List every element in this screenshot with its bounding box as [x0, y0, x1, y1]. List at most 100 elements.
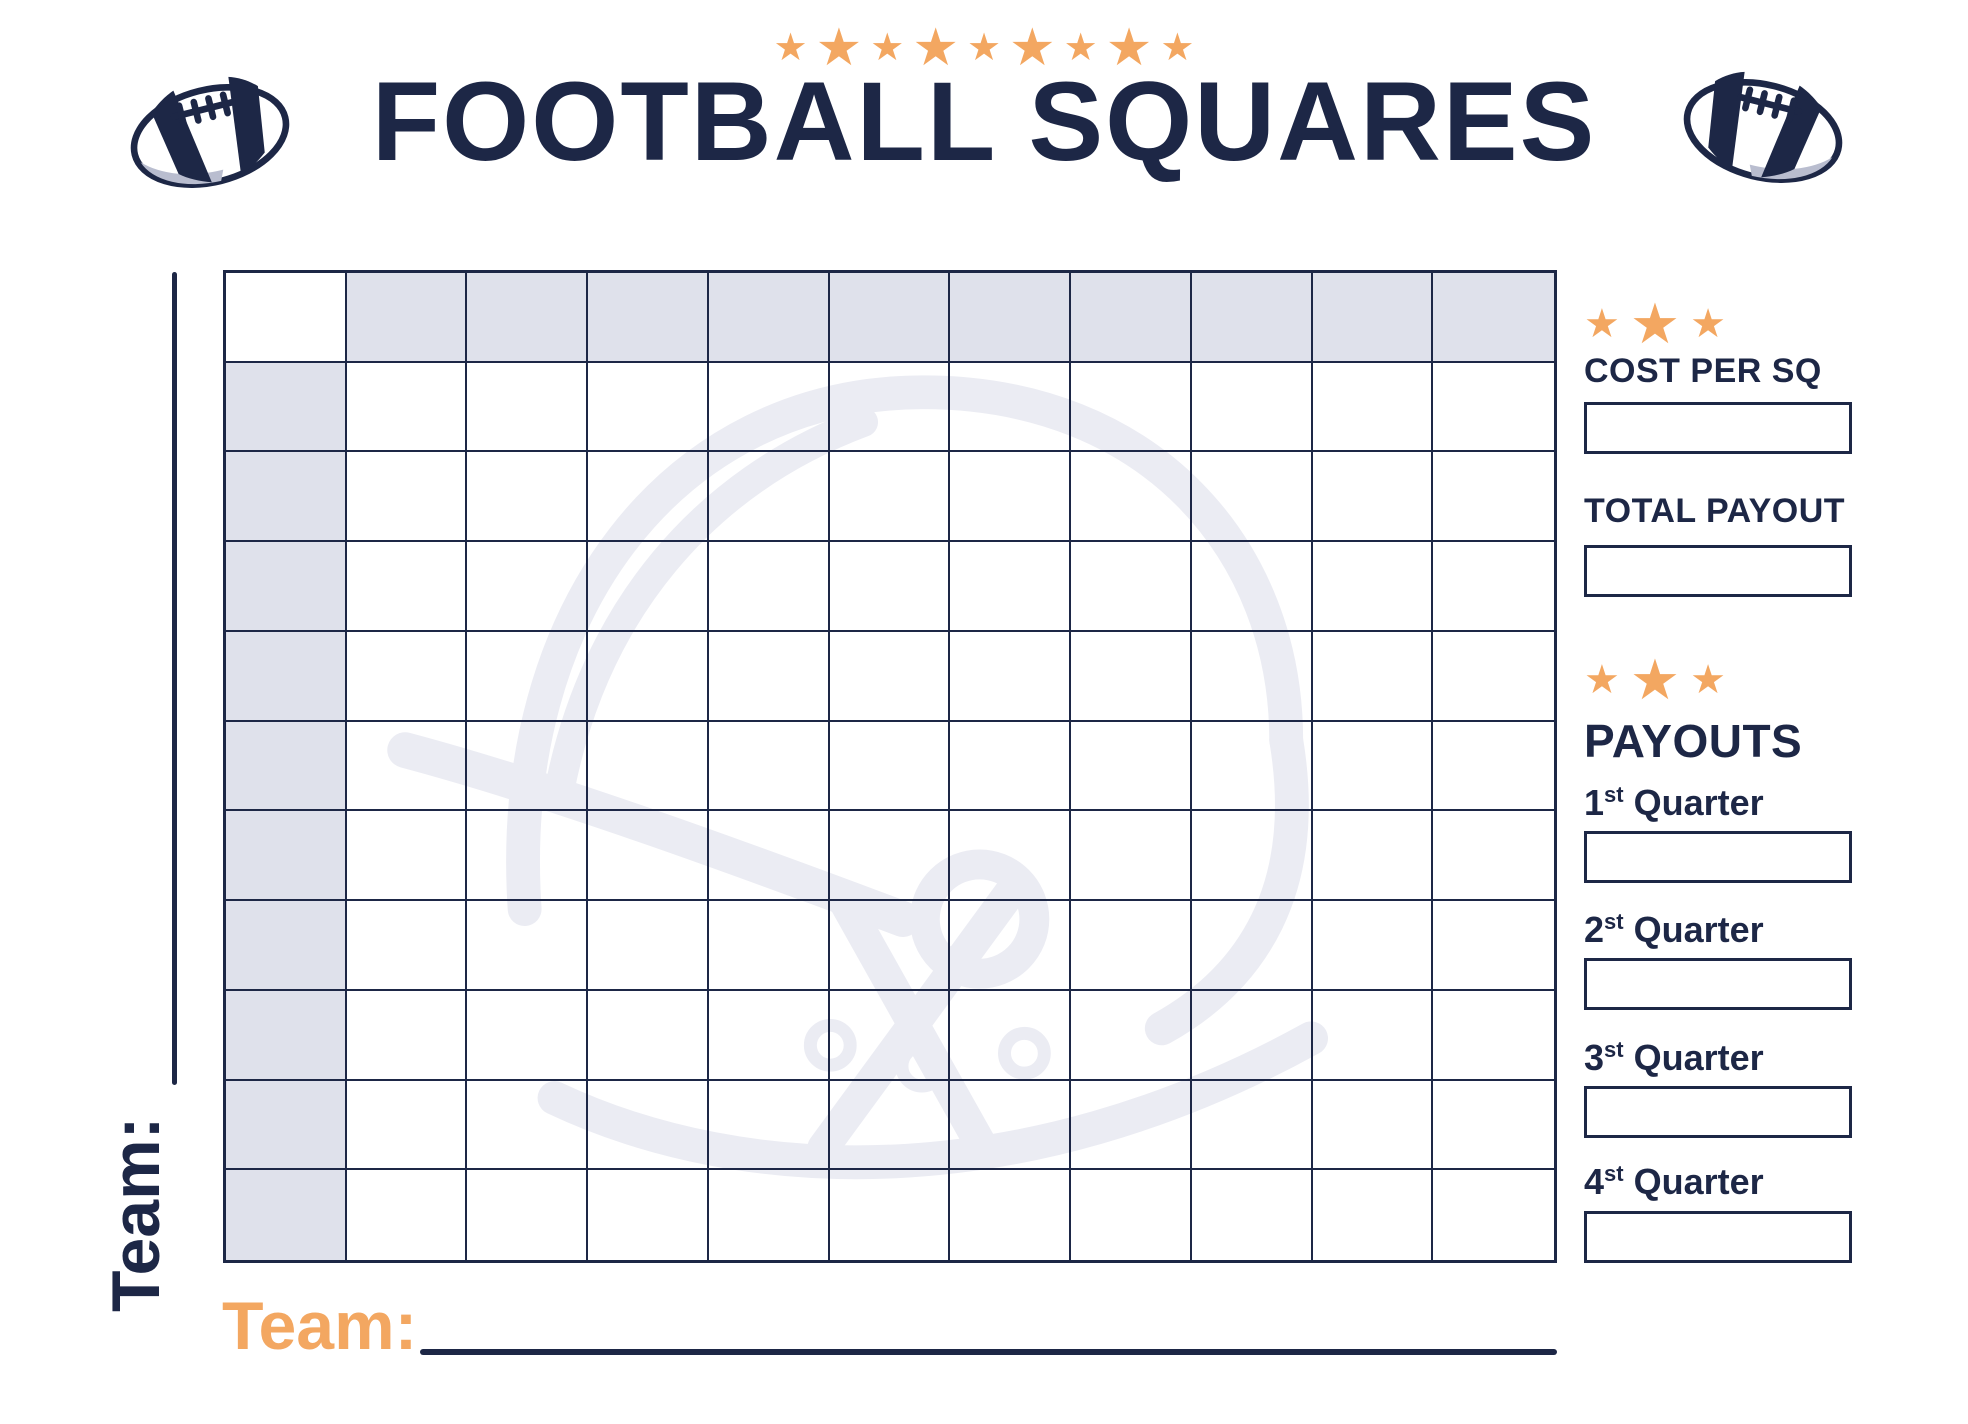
grid-cell[interactable] [346, 452, 468, 543]
grid-cell[interactable] [950, 811, 1072, 902]
grid-cell[interactable] [1071, 990, 1192, 1081]
grid-header-cell-col[interactable] [1312, 273, 1434, 363]
grid-cell[interactable] [588, 542, 709, 632]
grid-cell[interactable] [1191, 362, 1313, 453]
grid-header-cell-row[interactable] [226, 452, 347, 543]
grid-cell[interactable] [829, 901, 951, 991]
grid-cell[interactable] [1312, 990, 1434, 1081]
grid-cell[interactable] [950, 721, 1072, 812]
grid-cell[interactable] [588, 452, 709, 543]
grid-cell[interactable] [346, 631, 468, 722]
quarter-4-input[interactable] [1584, 1211, 1852, 1263]
grid-cell[interactable] [829, 452, 951, 543]
grid-cell[interactable] [467, 452, 589, 543]
grid-header-cell-col[interactable] [1433, 273, 1554, 363]
grid-cell[interactable] [708, 631, 830, 722]
grid-cell[interactable] [1312, 901, 1434, 991]
grid-cell[interactable] [346, 990, 468, 1081]
grid-cell[interactable] [830, 1170, 951, 1260]
grid-cell[interactable] [1192, 1170, 1313, 1260]
grid-cell[interactable] [346, 811, 468, 902]
grid-cell[interactable] [829, 631, 951, 722]
grid-cell[interactable] [1312, 631, 1434, 722]
grid-cell[interactable] [1071, 1080, 1192, 1171]
grid-header-cell-row[interactable] [226, 901, 347, 991]
grid-cell[interactable] [1071, 1170, 1192, 1260]
grid-cell[interactable] [588, 901, 709, 991]
grid-cell[interactable] [829, 362, 951, 453]
grid-cell[interactable] [950, 1080, 1072, 1171]
grid-cell[interactable] [829, 990, 951, 1081]
total-payout-input[interactable] [1584, 545, 1852, 597]
grid-cell[interactable] [1191, 452, 1313, 543]
grid-header-cell-row[interactable] [226, 721, 347, 812]
grid-cell[interactable] [829, 811, 951, 902]
grid-cell[interactable] [1312, 1080, 1434, 1171]
grid-cell[interactable] [708, 542, 830, 632]
grid-cell[interactable] [1433, 632, 1554, 722]
grid-cell[interactable] [708, 1080, 830, 1171]
grid-cell[interactable] [588, 1170, 709, 1260]
grid-cell[interactable] [347, 1170, 468, 1260]
grid-cell[interactable] [708, 901, 830, 991]
grid-header-cell-col[interactable] [588, 273, 709, 363]
grid-header-cell-row[interactable] [226, 631, 347, 722]
team-name-line-bottom[interactable] [420, 1349, 1557, 1355]
grid-cell[interactable] [467, 901, 589, 991]
grid-cell[interactable] [829, 1080, 951, 1171]
grid-header-cell-col[interactable] [708, 273, 830, 363]
grid-cell[interactable] [1312, 542, 1434, 632]
grid-cell[interactable] [1433, 991, 1554, 1081]
grid-cell[interactable] [467, 990, 589, 1081]
grid-cell[interactable] [1312, 452, 1434, 543]
grid-cell[interactable] [708, 362, 830, 453]
grid-cell[interactable] [1433, 452, 1554, 543]
grid-cell[interactable] [950, 1170, 1072, 1260]
grid-cell[interactable] [1433, 811, 1554, 902]
grid-cell[interactable] [346, 901, 468, 991]
grid-cell[interactable] [1433, 722, 1554, 812]
grid-cell[interactable] [1071, 811, 1192, 902]
grid-cell[interactable] [708, 721, 830, 812]
grid-cell[interactable] [1191, 1080, 1313, 1171]
grid-header-cell-col[interactable] [1071, 273, 1192, 363]
grid-cell[interactable] [1433, 901, 1554, 991]
grid-cell[interactable] [1071, 542, 1192, 632]
grid-cell[interactable] [1433, 542, 1554, 632]
grid-header-cell-col[interactable] [346, 273, 468, 363]
grid-cell[interactable] [1071, 721, 1192, 812]
grid-cell[interactable] [1433, 1170, 1554, 1260]
grid-cell[interactable] [1071, 631, 1192, 722]
grid-header-cell-row[interactable] [226, 1080, 347, 1171]
grid-cell[interactable] [588, 631, 709, 722]
grid-cell[interactable] [1191, 811, 1313, 902]
grid-cell[interactable] [950, 362, 1072, 453]
grid-cell[interactable] [1312, 811, 1434, 902]
grid-cell[interactable] [709, 1170, 830, 1260]
grid-cell[interactable] [950, 990, 1072, 1081]
grid-cell[interactable] [467, 362, 589, 453]
grid-cell[interactable] [588, 721, 709, 812]
grid-cell[interactable] [346, 542, 468, 632]
grid-cell[interactable] [1071, 452, 1192, 543]
grid-cell[interactable] [1191, 631, 1313, 722]
grid-cell[interactable] [708, 452, 830, 543]
grid-cell[interactable] [950, 452, 1072, 543]
grid-cell[interactable] [588, 811, 709, 902]
grid-cell[interactable] [708, 811, 830, 902]
grid-header-cell-col[interactable] [950, 273, 1072, 363]
grid-header-cell-row[interactable] [226, 362, 347, 453]
grid-cell[interactable] [467, 1080, 589, 1171]
grid-cell[interactable] [467, 1170, 589, 1260]
grid-header-cell-row[interactable] [226, 811, 347, 902]
grid-cell[interactable] [1071, 901, 1192, 991]
grid-header-cell-row[interactable] [226, 1170, 347, 1260]
grid-cell[interactable] [1191, 901, 1313, 991]
grid-header-cell-col[interactable] [1191, 273, 1313, 363]
grid-header-cell-row[interactable] [226, 542, 347, 632]
quarter-1-input[interactable] [1584, 831, 1852, 883]
grid-cell[interactable] [467, 631, 589, 722]
grid-cell[interactable] [467, 542, 589, 632]
grid-cell[interactable] [950, 901, 1072, 991]
grid-cell[interactable] [708, 990, 830, 1081]
